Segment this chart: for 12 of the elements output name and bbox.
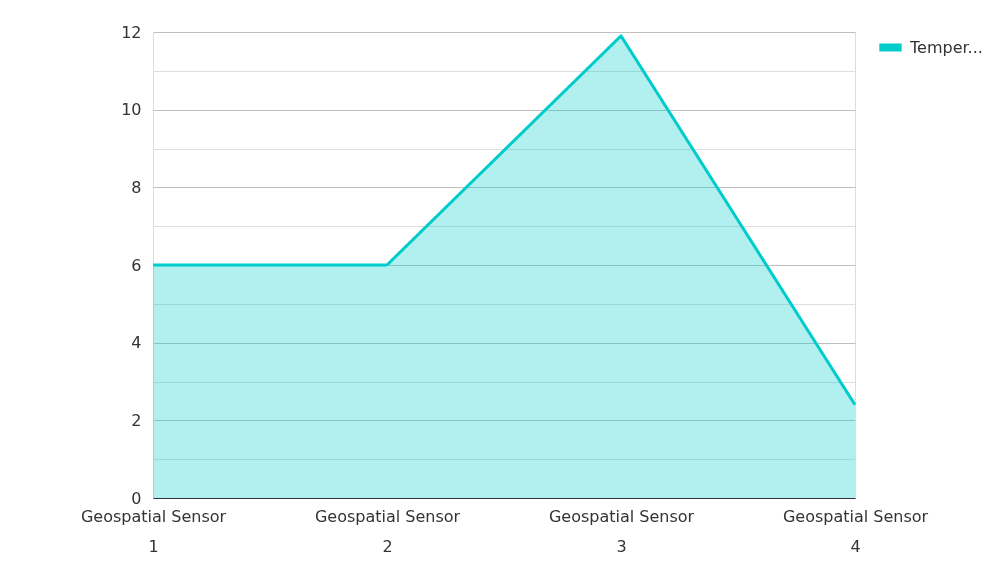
y-tick-label: 6: [131, 255, 142, 275]
x-tick-label: Geospatial Sensor 2: [314, 506, 461, 556]
x-tick-label: Geospatial Sensor 4: [782, 506, 929, 556]
y-tick-label: 4: [131, 333, 142, 353]
legend-label: Temper...: [909, 37, 983, 57]
y-tick-label: 2: [131, 410, 142, 430]
y-tick-label: 0: [131, 488, 142, 508]
x-tick-label: Geospatial Sensor 3: [548, 506, 695, 556]
y-tick-label: 8: [131, 177, 142, 197]
y-tick-label: 12: [121, 22, 142, 42]
y-tick-label: 10: [121, 100, 142, 120]
x-tick-label: Geospatial Sensor 1: [80, 506, 227, 556]
